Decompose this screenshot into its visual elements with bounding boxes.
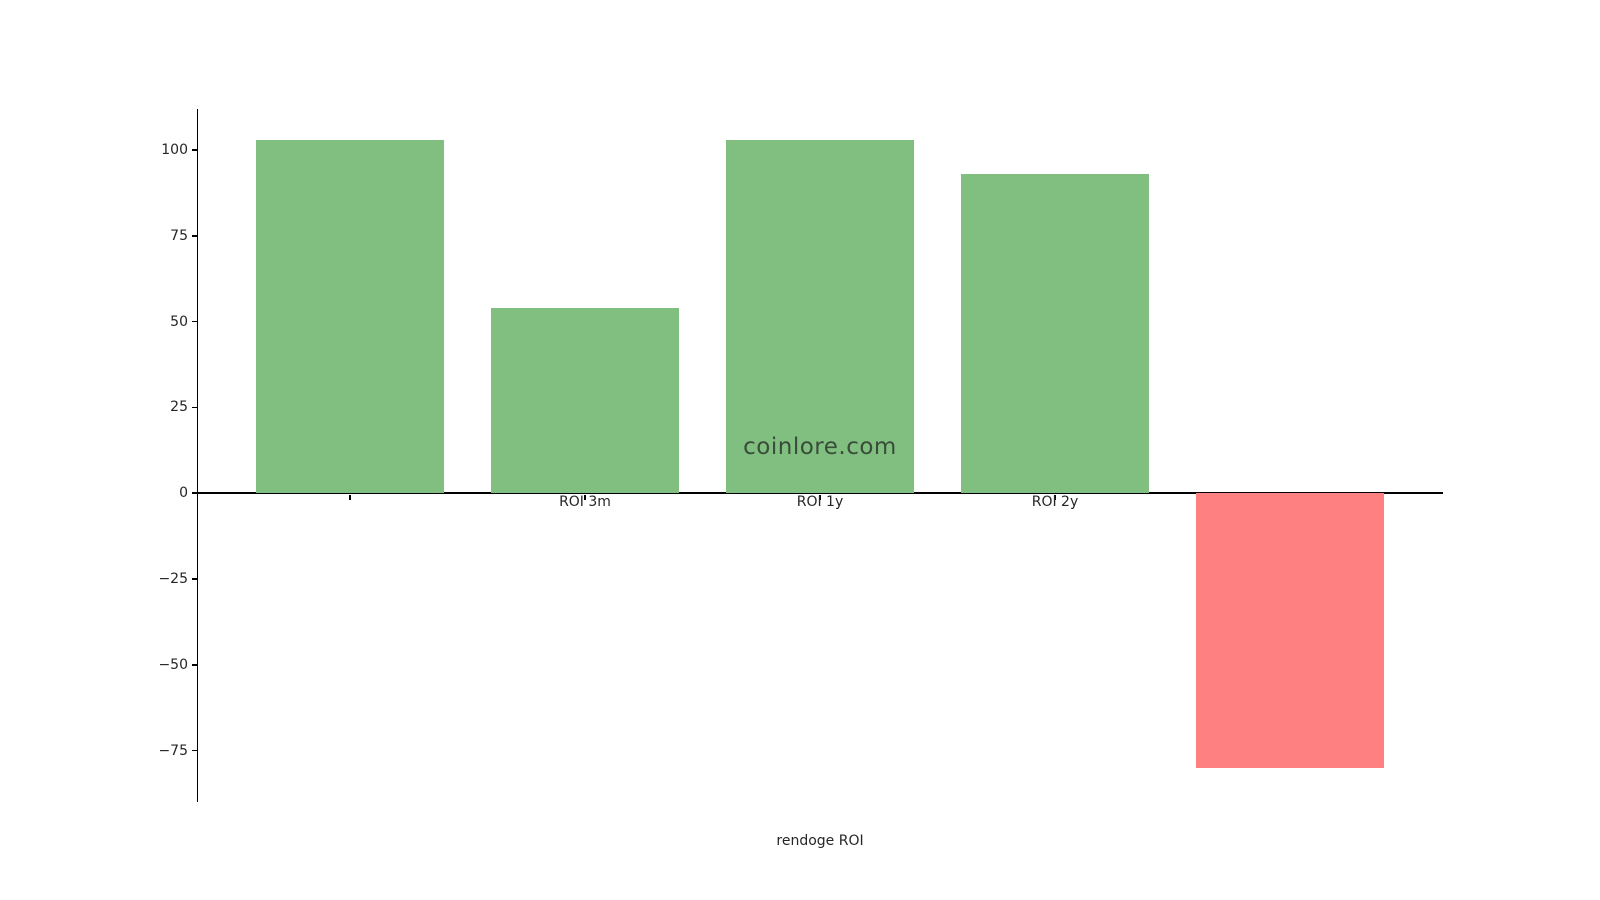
x-tick-label: ROI 2y: [1031, 493, 1079, 510]
x-tick-mark: [819, 494, 821, 501]
y-tick-label: 50: [170, 313, 188, 330]
y-tick-label: −50: [158, 656, 188, 673]
y-tick-mark: [192, 749, 198, 752]
x-tick-mark: [349, 494, 351, 501]
bar-negative: [1196, 493, 1384, 768]
y-tick-mark: [192, 664, 198, 666]
y-tick-mark: [192, 320, 198, 323]
y-tick-label: 0: [179, 485, 188, 502]
y-tick-label: −25: [158, 571, 188, 587]
y-tick-label: 100: [161, 142, 188, 159]
bar-positive: [256, 139, 444, 494]
x-tick-mark: [584, 494, 586, 501]
y-axis-line: [196, 109, 198, 802]
y-tick-label: −75: [158, 742, 188, 759]
y-tick-mark: [192, 235, 198, 237]
x-tick-label: ROI 1y: [796, 493, 844, 510]
x-axis-title: rendoge ROI: [776, 833, 864, 849]
x-tick-mark: [1054, 494, 1056, 501]
y-tick-label: 75: [170, 227, 188, 244]
bar-positive: [726, 139, 914, 494]
y-tick-label: 25: [170, 399, 188, 416]
bar-positive: [961, 174, 1149, 494]
watermark-text: coinlore.com: [743, 434, 897, 460]
x-tick-label: ROI 3m: [559, 493, 611, 510]
y-tick-mark: [192, 492, 198, 494]
y-tick-mark: [192, 149, 198, 151]
bar-positive: [491, 307, 679, 494]
y-tick-mark: [192, 406, 198, 409]
y-tick-mark: [192, 578, 198, 580]
